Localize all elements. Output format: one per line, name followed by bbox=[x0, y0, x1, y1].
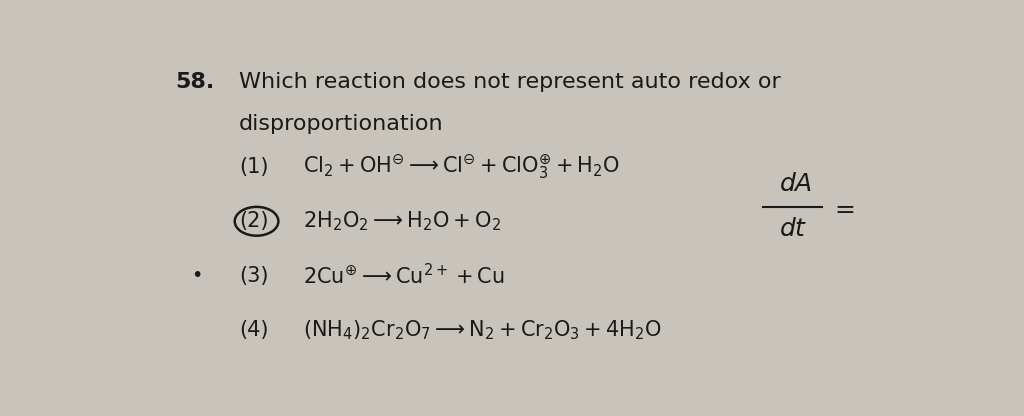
Text: $dt$: $dt$ bbox=[778, 217, 807, 241]
Text: •: • bbox=[191, 266, 203, 285]
Text: disproportionation: disproportionation bbox=[240, 114, 443, 134]
Text: (2): (2) bbox=[240, 211, 268, 231]
Text: =: = bbox=[835, 198, 855, 222]
Text: (3): (3) bbox=[240, 266, 268, 286]
Text: $dA$: $dA$ bbox=[778, 173, 812, 196]
Text: $\mathrm{2Cu^{\oplus} \longrightarrow Cu^{2+} + Cu}$: $\mathrm{2Cu^{\oplus} \longrightarrow Cu… bbox=[303, 263, 504, 288]
Text: (1): (1) bbox=[240, 157, 268, 177]
Text: 58.: 58. bbox=[176, 72, 215, 92]
Text: $\mathrm{(NH_4)_2Cr_2O_7 \longrightarrow N_2 + Cr_2O_3 + 4H_2O}$: $\mathrm{(NH_4)_2Cr_2O_7 \longrightarrow… bbox=[303, 318, 662, 342]
Text: (4): (4) bbox=[240, 320, 268, 340]
Text: $\mathrm{Cl_2 + OH^{\ominus} \longrightarrow Cl^{\ominus} + ClO_3^{\oplus} + H_2: $\mathrm{Cl_2 + OH^{\ominus} \longrighta… bbox=[303, 153, 620, 181]
Text: $\mathrm{2H_2O_2 \longrightarrow H_2O + O_2}$: $\mathrm{2H_2O_2 \longrightarrow H_2O + … bbox=[303, 210, 501, 233]
Text: Which reaction does not represent auto redox or: Which reaction does not represent auto r… bbox=[240, 72, 781, 92]
